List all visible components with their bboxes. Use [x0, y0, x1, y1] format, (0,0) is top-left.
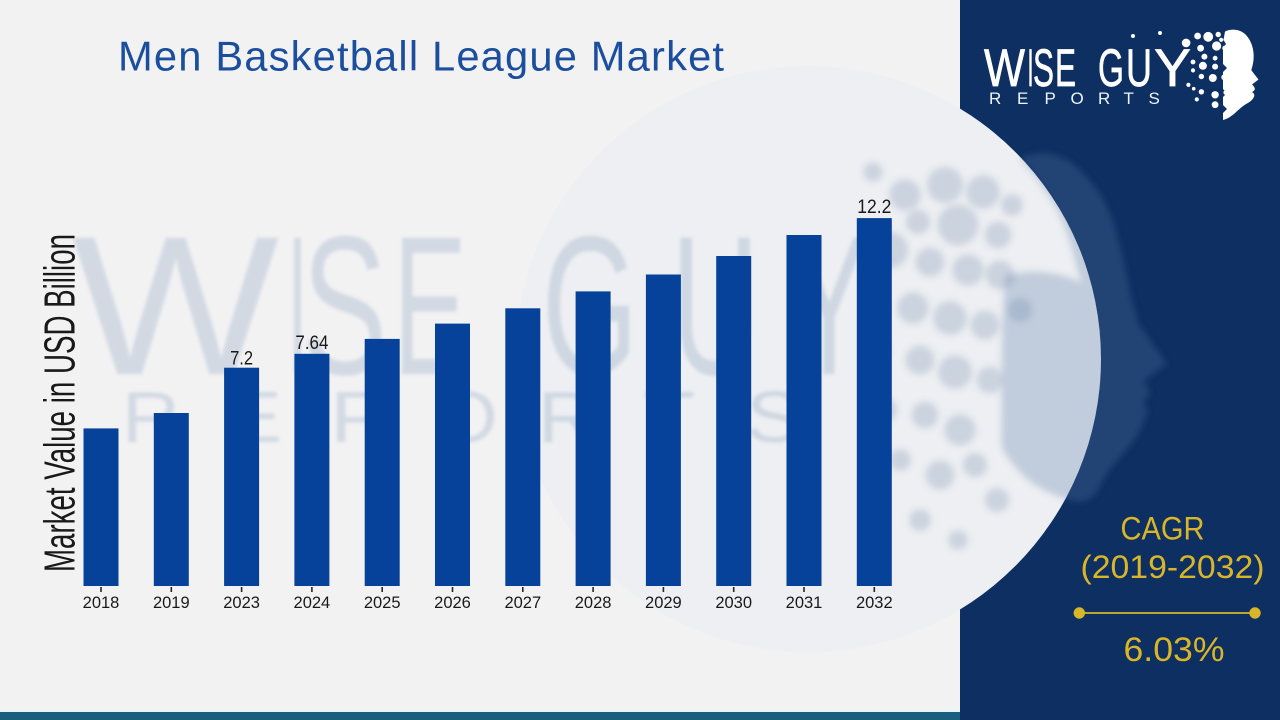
svg-text:I: I [1028, 39, 1034, 98]
svg-text:2027: 2027 [504, 594, 541, 612]
svg-text:2030: 2030 [715, 594, 752, 612]
svg-text:T: T [1124, 89, 1134, 108]
svg-text:2023: 2023 [223, 594, 260, 612]
svg-text:2024: 2024 [294, 594, 331, 612]
svg-text:G: G [1098, 39, 1124, 98]
svg-text:2025: 2025 [364, 594, 401, 612]
svg-text:2031: 2031 [786, 594, 823, 612]
svg-text:CAGR: CAGR [1121, 511, 1205, 547]
svg-text:R: R [989, 89, 1001, 108]
svg-text:P: P [1045, 89, 1056, 108]
svg-text:W: W [984, 39, 1025, 98]
svg-text:2028: 2028 [575, 594, 612, 612]
svg-text:Men Basketball League Market: Men Basketball League Market [118, 32, 724, 79]
svg-text:6.03%: 6.03% [1124, 631, 1225, 669]
svg-text:U: U [1126, 39, 1152, 98]
svg-text:2019: 2019 [153, 594, 190, 612]
svg-text:O: O [1071, 89, 1084, 108]
svg-text:2026: 2026 [434, 594, 471, 612]
svg-text:Y: Y [1154, 39, 1191, 98]
svg-text:2032: 2032 [856, 594, 893, 612]
svg-text:S: S [1033, 39, 1054, 98]
svg-text:12.2: 12.2 [857, 197, 891, 218]
svg-text:(2019-2032): (2019-2032) [1081, 549, 1265, 585]
svg-text:E: E [1017, 89, 1028, 108]
svg-text:2029: 2029 [645, 594, 682, 612]
svg-text:2018: 2018 [83, 594, 120, 612]
svg-text:R: R [1098, 89, 1110, 108]
svg-text:S: S [1149, 89, 1160, 108]
svg-text:Market Value in USD Billion: Market Value in USD Billion [36, 234, 85, 572]
svg-text:E: E [1055, 39, 1076, 98]
svg-text:7.64: 7.64 [295, 333, 328, 354]
svg-text:7.2: 7.2 [230, 349, 253, 370]
